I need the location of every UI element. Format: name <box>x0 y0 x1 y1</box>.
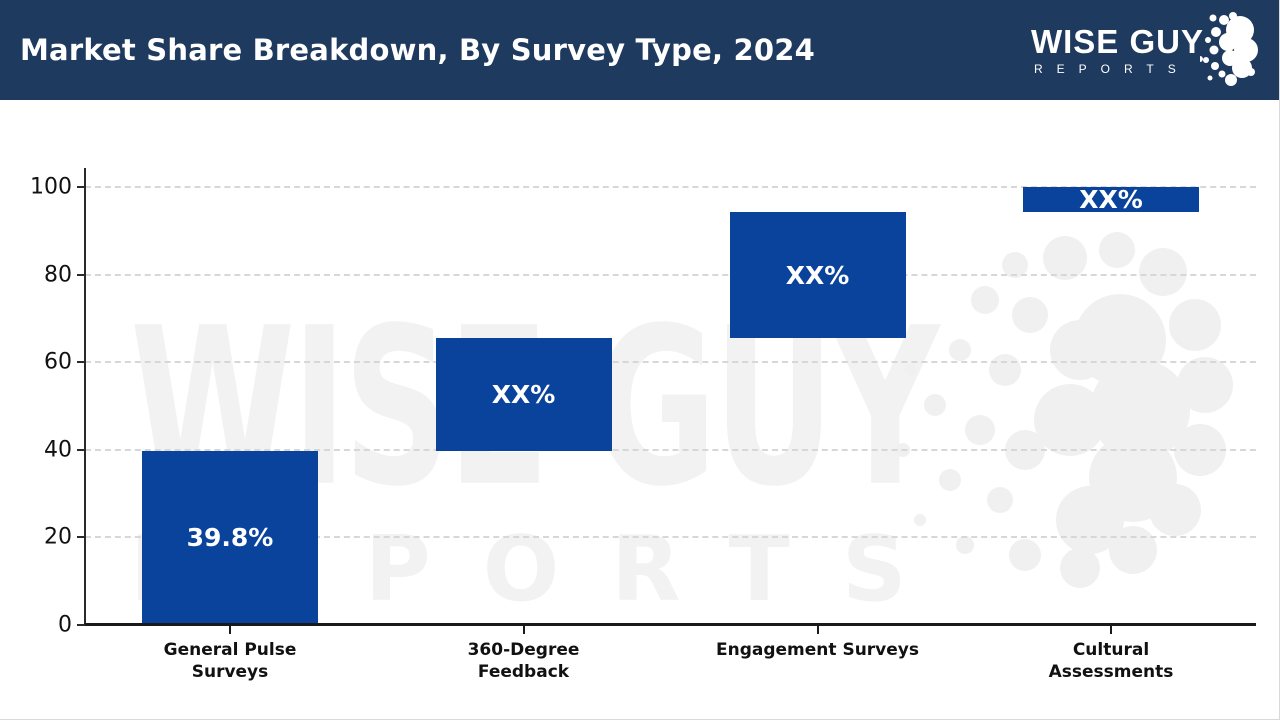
x-category-label-2: 360-Degree Feedback <box>467 640 580 683</box>
y-tick-0 <box>77 624 85 626</box>
header-bar: Market Share Breakdown, By Survey Type, … <box>0 0 1279 100</box>
y-axis-line <box>84 168 86 626</box>
gridline-y80 <box>85 273 1256 276</box>
x-tick-1 <box>229 626 231 634</box>
bar-value-label: XX% <box>1079 185 1143 215</box>
bar-value-label: XX% <box>785 260 850 290</box>
brand-logo-text: WISE GUY REPORTS <box>1031 25 1204 75</box>
y-tick-label-100: 100 <box>30 174 72 200</box>
y-tick-60 <box>77 361 85 364</box>
y-tick-label-60: 60 <box>44 349 72 375</box>
x-tick-4 <box>1110 626 1112 634</box>
page-title: Market Share Breakdown, By Survey Type, … <box>20 33 816 67</box>
y-tick-label-20: 20 <box>44 524 72 550</box>
y-tick-label-40: 40 <box>44 437 72 463</box>
bar-2: XX% <box>435 338 612 451</box>
x-axis-line <box>84 623 1256 626</box>
x-tick-2 <box>522 626 525 634</box>
y-tick-label-0: 0 <box>58 612 72 638</box>
bar-3: XX% <box>729 212 906 339</box>
x-category-label-3: Engagement Surveys <box>716 640 919 660</box>
x-category-label-1: General Pulse Surveys <box>163 640 297 683</box>
brand-logo: WISE GUY REPORTS <box>1031 0 1262 100</box>
y-tick-100 <box>77 186 85 188</box>
brand-wordmark: WISE GUY <box>1030 23 1204 60</box>
gridline-y60 <box>85 361 1256 364</box>
x-category-label-4: Cultural Assessments <box>1048 640 1174 683</box>
gridline-y20 <box>85 536 1256 539</box>
bar-1: 39.8% <box>142 450 318 625</box>
y-tick-80 <box>77 273 85 276</box>
brand-subtext: REPORTS <box>1033 62 1190 76</box>
gridline-y100 <box>85 186 1256 188</box>
gridline-y40 <box>85 448 1256 451</box>
y-tick-40 <box>77 448 85 451</box>
x-tick-3 <box>816 626 819 634</box>
brand-face-icon <box>1200 12 1258 86</box>
y-tick-label-80: 80 <box>44 262 72 288</box>
bar-value-label: 39.8% <box>186 523 274 553</box>
y-tick-20 <box>77 536 85 539</box>
bar-4: XX% <box>1023 185 1199 215</box>
bar-value-label: XX% <box>491 379 556 409</box>
